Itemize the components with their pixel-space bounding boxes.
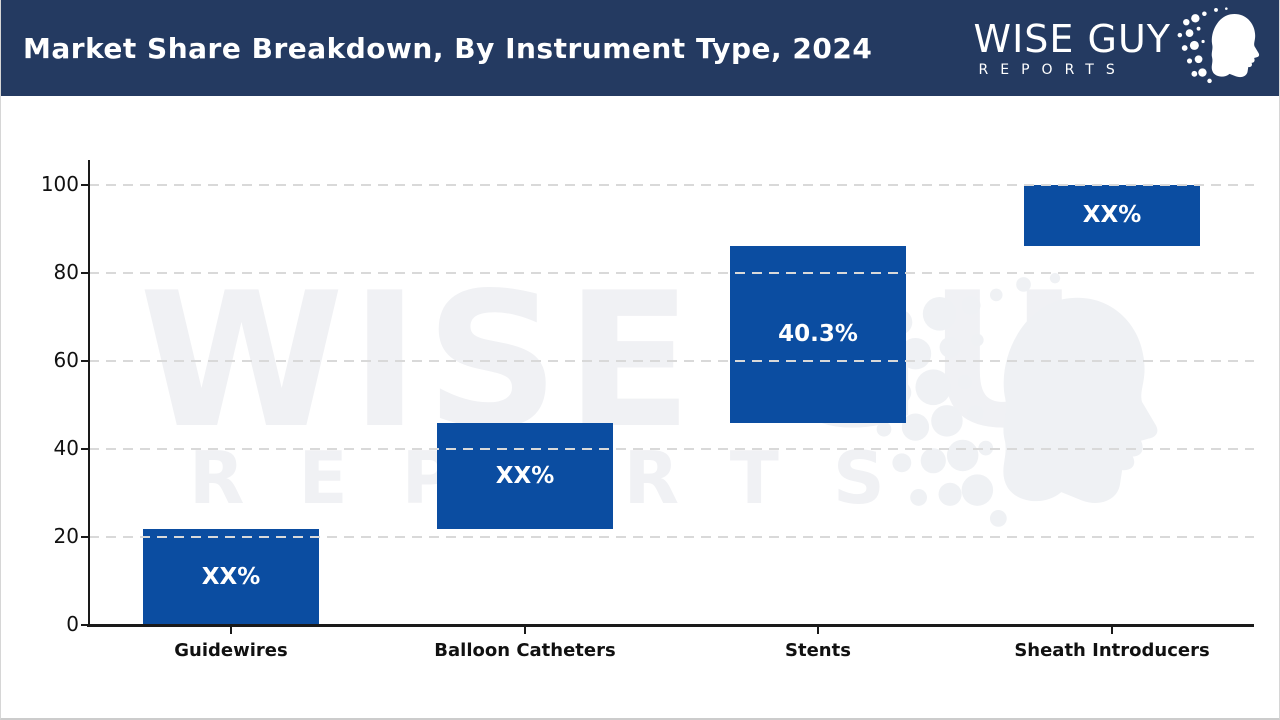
category-label-sheath-introducers: Sheath Introducers <box>1014 640 1210 661</box>
gridline-60 <box>89 360 1254 362</box>
y-tick-mark <box>81 536 89 538</box>
x-tick-mark <box>230 627 232 634</box>
page-title: Market Share Breakdown, By Instrument Ty… <box>23 31 873 65</box>
bar-value-label: XX% <box>201 564 261 591</box>
logo-face-icon <box>1177 7 1260 84</box>
bar-guidewires: XX% <box>143 529 319 625</box>
category-label-balloon-catheters: Balloon Catheters <box>434 640 616 661</box>
y-axis-line <box>88 160 90 626</box>
x-axis-line <box>87 624 1254 627</box>
gridline-20 <box>89 536 1254 538</box>
x-tick-mark <box>524 627 526 634</box>
bar-value-label: XX% <box>1082 202 1142 229</box>
y-tick-mark <box>81 272 89 274</box>
y-tick-label: 40 <box>53 436 79 460</box>
bar-stents: 40.3% <box>730 245 906 424</box>
y-tick-label: 0 <box>66 612 79 636</box>
y-tick-label: 80 <box>53 260 79 284</box>
y-tick-mark <box>81 360 89 362</box>
y-tick-label: 20 <box>53 524 79 548</box>
gridline-100 <box>89 184 1254 186</box>
x-tick-mark <box>817 627 819 634</box>
y-tick-mark <box>81 184 89 186</box>
logo-wordmark: WISE GUY <box>973 16 1171 61</box>
wise-guy-reports-logo: WISE GUY REPORTS <box>974 6 1267 90</box>
gridline-40 <box>89 448 1254 450</box>
y-tick-mark <box>81 448 89 450</box>
bar-sheath-introducers: XX% <box>1024 185 1200 246</box>
y-tick-label: 100 <box>40 172 79 196</box>
x-tick-mark <box>1111 627 1113 634</box>
logo-subtitle: REPORTS <box>978 61 1127 78</box>
bar-value-label: XX% <box>495 463 555 490</box>
gridline-80 <box>89 272 1254 274</box>
category-label-guidewires: Guidewires <box>174 640 288 661</box>
y-tick-mark <box>81 624 89 626</box>
bar-value-label: 40.3% <box>778 321 858 348</box>
bar-balloon-catheters: XX% <box>437 423 613 530</box>
header-bar: Market Share Breakdown, By Instrument Ty… <box>1 0 1279 96</box>
y-tick-label: 60 <box>53 348 79 372</box>
category-label-stents: Stents <box>785 640 851 661</box>
watermark-face-icon <box>872 272 1158 527</box>
logo-text: WISE GUY REPORTS <box>974 20 1171 77</box>
